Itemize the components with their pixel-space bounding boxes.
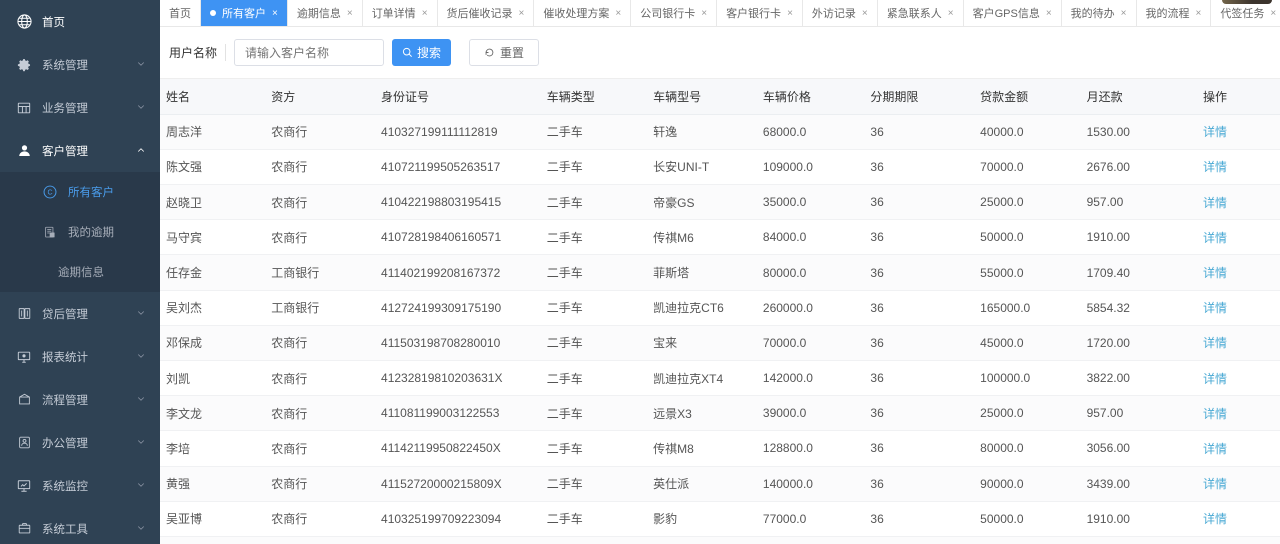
svg-text:C: C	[47, 190, 52, 197]
